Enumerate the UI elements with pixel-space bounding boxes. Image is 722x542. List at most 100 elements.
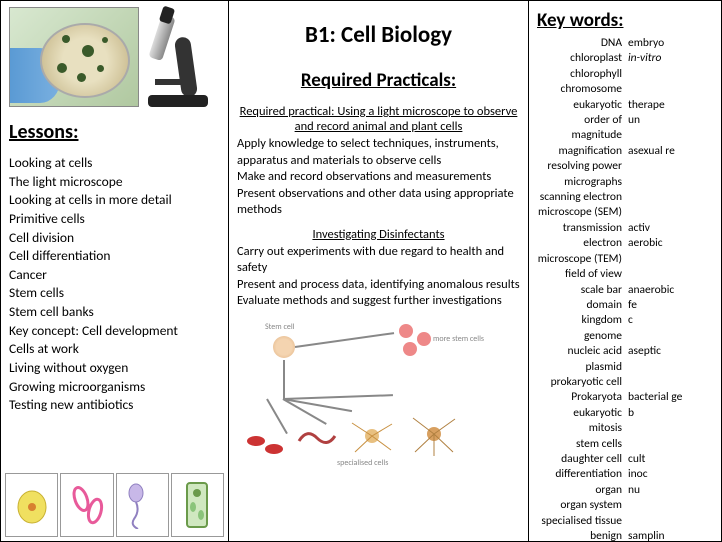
keywords-col-1: DNAchloroplastchlorophyllchromosomeeukar…	[537, 36, 622, 542]
lesson-item: Key concept: Cell development	[9, 322, 220, 341]
lesson-item: Cancer	[9, 266, 220, 285]
keyword-item: therape	[628, 98, 713, 113]
keyword-item	[628, 514, 713, 529]
microscope-image	[143, 7, 213, 107]
keywords-grid: DNAchloroplastchlorophyllchromosomeeukar…	[537, 36, 713, 542]
lessons-list: Looking at cells The light microscope Lo…	[9, 154, 220, 415]
keyword-item	[628, 360, 713, 375]
keyword-item: stem cells	[537, 437, 622, 452]
keyword-item	[628, 421, 713, 436]
keywords-column: Key words: DNAchloroplastchlorophyllchro…	[528, 0, 722, 542]
keyword-item: kingdom	[537, 313, 622, 328]
lesson-item: Stem cell banks	[9, 303, 220, 322]
lesson-item: Testing new antibiotics	[9, 396, 220, 415]
keywords-heading: Key words:	[537, 9, 713, 32]
page-title: B1: Cell Biology	[237, 21, 520, 49]
keyword-item: aerobic	[628, 236, 713, 251]
keyword-item: aseptic	[628, 344, 713, 359]
keyword-item: differentiation	[537, 467, 622, 482]
cell-plant-icon	[171, 473, 224, 537]
keyword-item: fe	[628, 298, 713, 313]
cell-illustrations-row	[5, 473, 224, 537]
keyword-item	[628, 329, 713, 344]
keyword-item: mitosis	[537, 421, 622, 436]
keyword-item: scanning electron	[537, 190, 622, 205]
lesson-item: Stem cells	[9, 284, 220, 303]
keyword-item: transmission electron	[537, 221, 622, 252]
lesson-item: Primitive cells	[9, 210, 220, 229]
practical-1-subheading: Required practical: Using a light micros…	[237, 104, 520, 134]
practical-line: Present observations and other data usin…	[237, 186, 520, 219]
diagram-label-more: more stem cells	[433, 334, 484, 344]
keyword-item: resolving power	[537, 159, 622, 174]
lessons-heading: Lessons:	[9, 120, 220, 144]
lesson-item: Cell division	[9, 229, 220, 248]
keyword-item: asexual re	[628, 144, 713, 159]
keyword-item: samplin	[628, 529, 713, 542]
keyword-item	[628, 375, 713, 390]
lesson-item: Living without oxygen	[9, 359, 220, 378]
practicals-column: B1: Cell Biology Required Practicals: Re…	[228, 0, 528, 542]
keyword-item	[628, 67, 713, 82]
stem-cell-diagram: Stem cell more stem cells specialised ce…	[237, 318, 520, 468]
keyword-item: plasmid	[537, 360, 622, 375]
keywords-col-2: embryoin-vitro therapeun asexual re acti…	[628, 36, 713, 542]
keyword-item	[628, 82, 713, 97]
keyword-item	[628, 252, 713, 267]
cell-egg-icon	[5, 473, 58, 537]
keyword-item	[628, 498, 713, 513]
practical-2-subheading: Investigating Disinfectants	[237, 227, 520, 242]
keyword-item: organ system	[537, 498, 622, 513]
practicals-heading: Required Practicals:	[237, 69, 520, 92]
practical-1-body: Apply knowledge to select techniques, in…	[237, 136, 520, 219]
keyword-item: specialised tissue	[537, 514, 622, 529]
keyword-item: cult	[628, 452, 713, 467]
keyword-item	[628, 205, 713, 220]
keyword-item: scale bar	[537, 283, 622, 298]
keyword-item	[628, 267, 713, 282]
keyword-item: c	[628, 313, 713, 328]
keyword-item: eukaryotic	[537, 98, 622, 113]
lesson-item: Cells at work	[9, 340, 220, 359]
keyword-item	[628, 190, 713, 205]
practical-2-body: Carry out experiments with due regard to…	[237, 244, 520, 310]
keyword-item: un	[628, 113, 713, 128]
keyword-item: chlorophyll	[537, 67, 622, 82]
practical-line: Present and process data, identifying an…	[237, 277, 520, 294]
keyword-item: b	[628, 406, 713, 421]
lesson-item: Cell differentiation	[9, 247, 220, 266]
keyword-item: chromosome	[537, 82, 622, 97]
keyword-item: DNA	[537, 36, 622, 51]
cell-sperm-icon	[116, 473, 169, 537]
keyword-item: bacterial ge	[628, 390, 713, 405]
lesson-item: Looking at cells in more detail	[9, 191, 220, 210]
keyword-item: activ	[628, 221, 713, 236]
keyword-item: inoc	[628, 467, 713, 482]
top-images-row	[9, 7, 220, 112]
keyword-item: nucleic acid	[537, 344, 622, 359]
keyword-item: embryo	[628, 36, 713, 51]
petri-dish-image	[9, 7, 139, 107]
keyword-item	[628, 128, 713, 143]
keyword-item: microscope (TEM)	[537, 252, 622, 267]
keyword-item: organ	[537, 483, 622, 498]
practical-line: Apply knowledge to select techniques, in…	[237, 136, 520, 169]
keyword-item: in-vitro	[628, 51, 713, 66]
keyword-item: benign	[537, 529, 622, 542]
keyword-item: magnification	[537, 144, 622, 159]
keyword-item: domain	[537, 298, 622, 313]
keyword-item: micrographs	[537, 175, 622, 190]
keyword-item: nu	[628, 483, 713, 498]
keyword-item: microscope (SEM)	[537, 205, 622, 220]
page-root: Lessons: Looking at cells The light micr…	[0, 0, 722, 542]
keyword-item: daughter cell	[537, 452, 622, 467]
practical-line: Make and record observations and measure…	[237, 169, 520, 186]
keyword-item: chloroplast	[537, 51, 622, 66]
practical-line: Carry out experiments with due regard to…	[237, 244, 520, 277]
keyword-item	[628, 437, 713, 452]
keyword-item: genome	[537, 329, 622, 344]
keyword-item: anaerobic	[628, 283, 713, 298]
diagram-label-specialised: specialised cells	[337, 458, 388, 468]
lesson-item: Growing microorganisms	[9, 378, 220, 397]
lessons-column: Lessons: Looking at cells The light micr…	[0, 0, 228, 542]
